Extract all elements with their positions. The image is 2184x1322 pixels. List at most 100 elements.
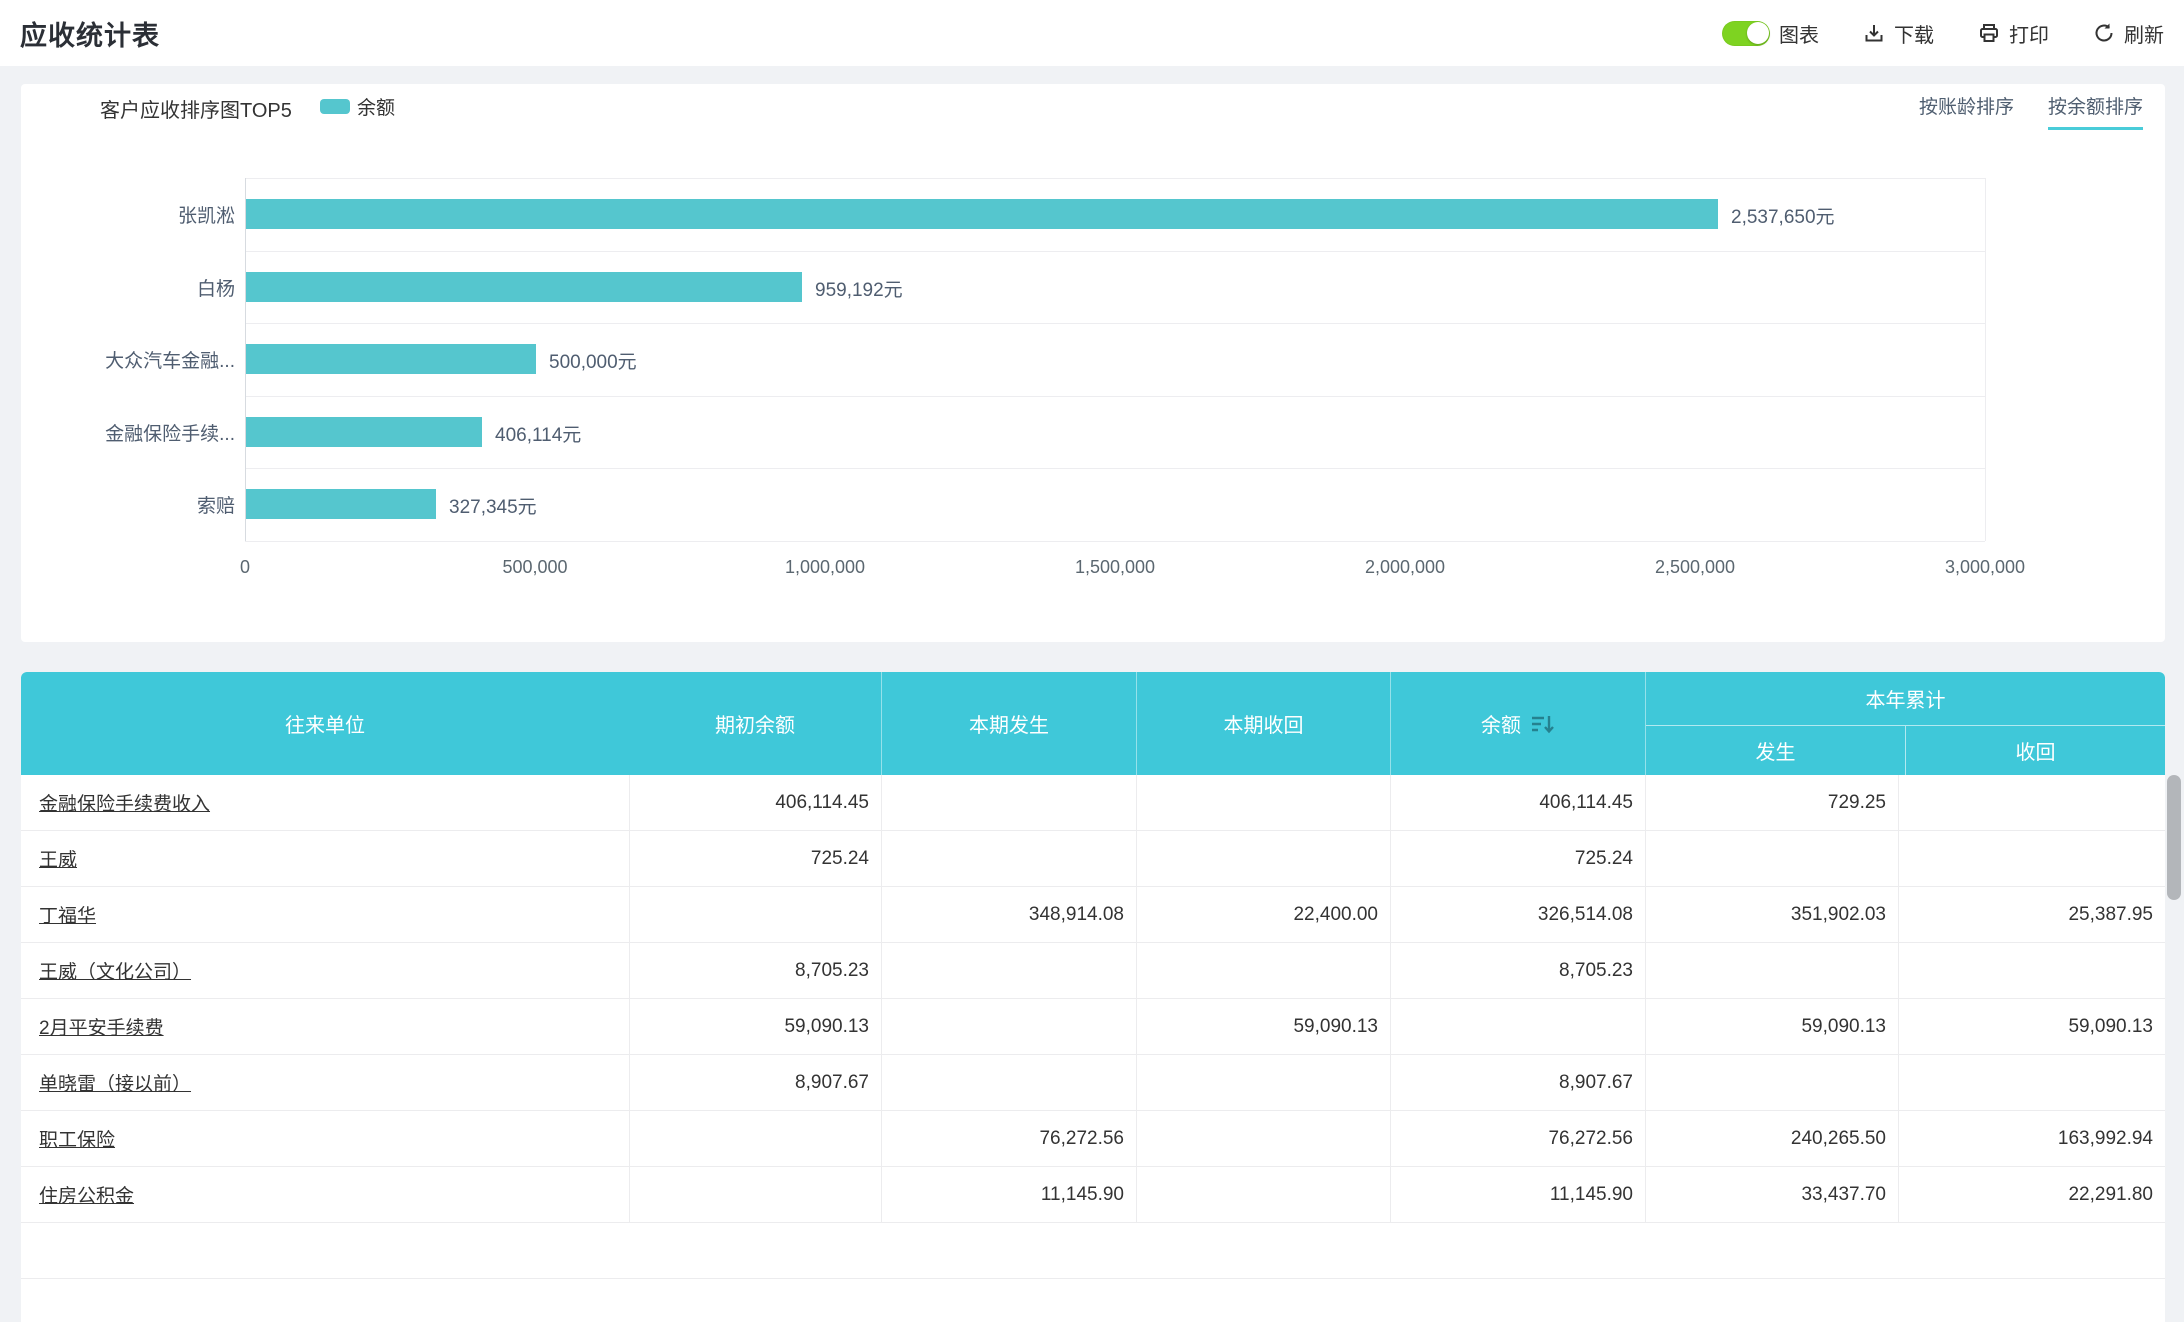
grid-split-line (245, 178, 1985, 179)
company-link[interactable]: 丁福华 (39, 906, 97, 927)
table-row: 金融保险手续费收入 406,114.45 406,114.45 729.25 (21, 775, 2165, 831)
category-label: 白杨 (196, 278, 235, 300)
cell-period-incurred (881, 943, 1136, 998)
header-cell-period-incurred: 本期发生 (881, 672, 1136, 775)
cell-period-incurred: 348,914.08 (881, 887, 1136, 942)
category-label: 大众汽车金融... (105, 351, 235, 373)
y-axis-line (245, 178, 246, 541)
cell-ytd-received: 25,387.95 (1898, 887, 2165, 942)
sort-descending-icon[interactable] (1529, 711, 1555, 737)
cell-balance (1390, 999, 1645, 1054)
cell-ytd-incurred (1645, 1055, 1898, 1110)
cell-ytd-received (1898, 775, 2165, 830)
cell-company: 丁福华 (21, 887, 629, 942)
table-row: 住房公积金 11,145.90 11,145.90 33,437.70 22,291.8… (21, 1167, 2165, 1223)
cell-ytd-incurred: 240,265.50 (1645, 1111, 1898, 1166)
sort-tab-by-age[interactable]: 按账龄排序 (1918, 97, 2014, 118)
cell-balance: 406,114.45 (1390, 775, 1645, 830)
bar[interactable] (246, 271, 802, 302)
cell-company: 王威（文化公司） (21, 943, 629, 998)
receivables-table: 往来单位 期初余额 本期发生 本期收回 余额 本年累计 发生 收回 金融保险手续… (21, 672, 2165, 1322)
toggle-knob (1746, 22, 1769, 44)
grid-split-line (245, 395, 1985, 397)
cell-ytd-received (1898, 831, 2165, 886)
cell-opening (629, 887, 881, 942)
page-scrollbar-thumb[interactable] (2167, 775, 2181, 900)
cell-period-received (1136, 775, 1390, 830)
table-row: 王威 725.24 725.24 (21, 831, 2165, 887)
category-label: 索赔 (196, 496, 235, 518)
table-header: 往来单位 期初余额 本期发生 本期收回 余额 本年累计 发生 收回 (21, 672, 2165, 775)
bar-value-label: 406,114元 (495, 424, 582, 446)
sort-tabs: 按账龄排序 按余额排序 (1919, 92, 2143, 130)
header-cell-balance[interactable]: 余额 (1390, 672, 1645, 775)
cell-balance: 11,145.90 (1390, 1167, 1645, 1222)
cell-period-incurred (881, 831, 1136, 886)
cell-opening (629, 1167, 881, 1222)
cell-ytd-received (1898, 1055, 2165, 1110)
print-label: 打印 (2009, 24, 2049, 47)
table-row-partial (21, 1223, 2165, 1279)
chart-toggle-group[interactable]: 图表 (1722, 19, 1819, 48)
table-row: 职工保险 76,272.56 76,272.56 240,265.50 163,992.… (21, 1111, 2165, 1167)
refresh-label: 刷新 (2124, 24, 2164, 47)
cell-ytd-incurred: 59,090.13 (1645, 999, 1898, 1054)
cell-balance: 725.24 (1390, 831, 1645, 886)
x-tick-label: 3,000,000 (1944, 556, 2026, 577)
download-button[interactable]: 下载 (1863, 19, 1934, 48)
company-link[interactable]: 职工保险 (39, 1130, 116, 1151)
refresh-icon (2095, 23, 2113, 42)
company-link[interactable]: 金融保险手续费收入 (39, 794, 211, 815)
cell-period-incurred (881, 775, 1136, 830)
bar[interactable] (246, 199, 1718, 230)
cell-period-received: 22,400.00 (1136, 887, 1390, 942)
legend-item[interactable]: 余额 (320, 93, 395, 120)
cell-ytd-incurred: 33,437.70 (1645, 1167, 1898, 1222)
legend-label: 余额 (357, 98, 396, 119)
sort-tab-by-balance[interactable]: 按余额排序 (2047, 92, 2143, 130)
cell-opening: 8,705.23 (629, 943, 881, 998)
cell-period-incurred (881, 999, 1136, 1054)
x-tick-label: 0 (239, 556, 251, 577)
bar[interactable] (246, 344, 536, 375)
print-icon (1980, 24, 1998, 42)
table-row: 2月平安手续费 59,090.13 59,090.13 59,090.13 59,090… (21, 999, 2165, 1055)
chart-panel: 客户应收排序图TOP5 余额 按账龄排序 按余额排序 张凯淞 2,537,650元… (21, 84, 2165, 642)
category-label: 金融保险手续... (105, 423, 235, 445)
cell-period-incurred: 76,272.56 (881, 1111, 1136, 1166)
table-body: 金融保险手续费收入 406,114.45 406,114.45 729.25 王威 725… (21, 775, 2165, 1279)
cell-ytd-incurred: 729.25 (1645, 775, 1898, 830)
download-icon (1865, 25, 1883, 42)
bar[interactable] (246, 416, 482, 447)
bar-value-label: 2,537,650元 (1731, 207, 1835, 229)
cell-opening: 8,907.67 (629, 1055, 881, 1110)
header-group-ytd: 本年累计 发生 收回 (1645, 672, 2165, 775)
toolbar: 图表 下载 打印 刷新 (1722, 19, 2164, 48)
cell-opening: 725.24 (629, 831, 881, 886)
grid-line-right (1985, 178, 1986, 541)
company-link[interactable]: 单晓雷（接以前） (39, 1074, 192, 1095)
header-cell-opening: 期初余额 (715, 715, 795, 737)
company-link[interactable]: 王威 (39, 850, 78, 871)
company-link[interactable]: 住房公积金 (39, 1186, 135, 1207)
refresh-button[interactable]: 刷新 (2093, 19, 2164, 48)
chart-toggle[interactable] (1722, 20, 1770, 46)
print-button[interactable]: 打印 (1978, 19, 2049, 48)
chart-title: 客户应收排序图TOP5 (100, 100, 292, 122)
grid-split-line (245, 468, 1985, 469)
cell-balance: 326,514.08 (1390, 887, 1645, 942)
cell-period-incurred (881, 1055, 1136, 1110)
cell-opening: 406,114.45 (629, 775, 881, 830)
cell-period-received (1136, 1055, 1390, 1110)
company-link[interactable]: 2月平安手续费 (39, 1018, 164, 1039)
header-cell-period-received: 本期收回 (1136, 672, 1390, 775)
company-link[interactable]: 王威（文化公司） (39, 962, 192, 983)
download-label: 下载 (1894, 24, 1934, 47)
bar-value-label: 959,192元 (815, 279, 903, 301)
grid-split-line (245, 540, 1985, 542)
header-cell-ytd-incurred: 发生 (1755, 742, 1796, 764)
x-tick-label: 1,000,000 (784, 556, 866, 577)
cell-company: 住房公积金 (21, 1167, 629, 1222)
bar[interactable] (246, 489, 436, 520)
table-row: 王威（文化公司） 8,705.23 8,705.23 (21, 943, 2165, 999)
